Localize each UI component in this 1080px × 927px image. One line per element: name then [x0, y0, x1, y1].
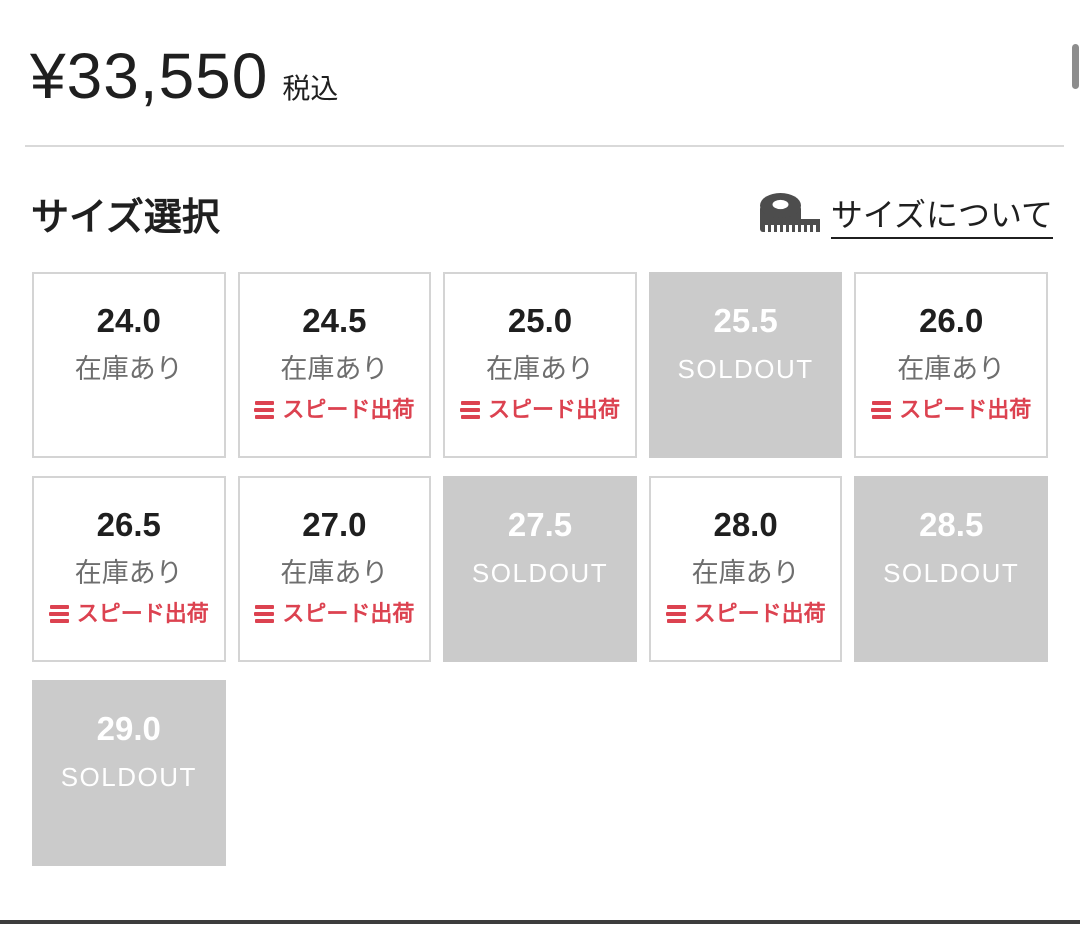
size-value: 24.0: [96, 302, 161, 339]
size-value: 25.5: [713, 302, 778, 339]
size-value: 24.5: [302, 302, 367, 339]
size-tile[interactable]: 25.0 在庫あり スピード出荷: [443, 272, 637, 458]
size-header: サイズ選択: [31, 191, 1053, 246]
size-guide-link[interactable]: サイズについて: [755, 191, 1053, 246]
size-value: 25.0: [507, 302, 573, 339]
size-grid: 24.0 在庫あり 24.5 在庫あり スピード出荷 25.0 在庫あり: [32, 272, 1048, 866]
size-value: 26.0: [919, 302, 984, 339]
speed-badge: スピード出荷: [665, 601, 826, 626]
tape-measure-icon: [755, 191, 821, 246]
size-status: SOLDOUT: [677, 354, 814, 384]
size-value: 28.5: [919, 506, 984, 543]
speed-badge-label: スピード出荷: [693, 601, 826, 626]
speed-badge: スピード出荷: [459, 397, 620, 422]
size-tile[interactable]: 28.0 在庫あり スピード出荷: [648, 476, 843, 662]
speed-badge: スピード出荷: [871, 399, 1031, 421]
size-status: 在庫あり: [280, 354, 389, 384]
size-tile: 29.0 SOLDOUT: [32, 680, 226, 866]
size-value: 29.0: [96, 710, 161, 747]
speed-badge: スピード出荷: [48, 601, 209, 626]
size-status: SOLDOUT: [471, 558, 609, 588]
price-amount: ¥33,550: [30, 40, 269, 112]
size-tile: 27.5 SOLDOUT: [443, 476, 637, 662]
size-tile: 28.5 SOLDOUT: [854, 476, 1048, 662]
size-guide-label: サイズについて: [830, 197, 1053, 240]
speed-badge-label: スピード出荷: [76, 601, 209, 626]
size-value: 26.5: [96, 506, 161, 543]
size-tile[interactable]: 24.0 在庫あり: [32, 272, 226, 458]
scrollbar-thumb[interactable]: [1072, 44, 1079, 89]
speed-lines-icon: [48, 605, 70, 623]
size-tile[interactable]: 27.0 在庫あり スピード出荷: [237, 476, 432, 662]
size-value: 28.0: [713, 506, 778, 543]
price-tax-label: 税込: [282, 73, 339, 104]
size-value: 27.0: [302, 506, 367, 543]
price-row: ¥33,550 税込: [30, 44, 1080, 108]
size-status: 在庫あり: [280, 558, 389, 588]
speed-badge-label: スピード出荷: [487, 397, 620, 422]
speed-lines-icon: [254, 605, 275, 623]
speed-badge: スピード出荷: [254, 399, 414, 421]
bottom-section-edge: [0, 920, 1080, 924]
size-tile: 25.5 SOLDOUT: [648, 272, 843, 458]
size-tile[interactable]: 26.0 在庫あり スピード出荷: [854, 272, 1048, 458]
speed-badge-label: スピード出荷: [282, 397, 415, 422]
size-status: 在庫あり: [74, 354, 183, 384]
section-divider: [25, 145, 1064, 147]
size-section-title: サイズ選択: [31, 196, 220, 239]
size-status: 在庫あり: [485, 354, 594, 384]
speed-lines-icon: [459, 401, 481, 419]
speed-badge: スピード出荷: [254, 603, 414, 625]
size-status: 在庫あり: [74, 558, 183, 588]
size-status: SOLDOUT: [883, 558, 1020, 588]
speed-lines-icon: [254, 401, 275, 419]
size-tile[interactable]: 26.5 在庫あり スピード出荷: [32, 476, 226, 662]
speed-lines-icon: [871, 401, 892, 419]
size-status: 在庫あり: [897, 354, 1006, 384]
size-value: 27.5: [507, 506, 573, 543]
size-status: 在庫あり: [691, 558, 800, 588]
size-tile[interactable]: 24.5 在庫あり スピード出荷: [237, 272, 432, 458]
speed-lines-icon: [665, 605, 687, 623]
size-status: SOLDOUT: [60, 762, 197, 792]
speed-badge-label: スピード出荷: [899, 397, 1032, 422]
speed-badge-label: スピード出荷: [282, 601, 415, 626]
